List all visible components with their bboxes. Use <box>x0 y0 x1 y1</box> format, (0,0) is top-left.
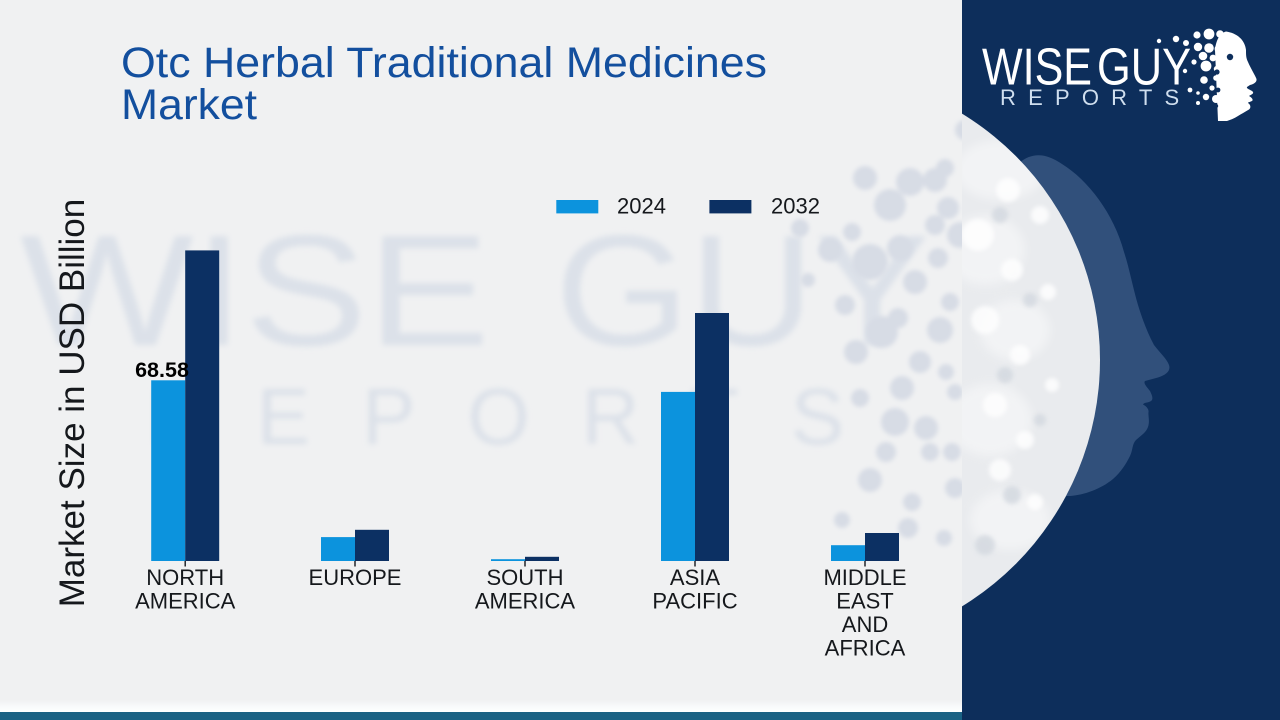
svg-text:WISE: WISE <box>982 39 1092 97</box>
svg-text:REPORTS: REPORTS <box>147 372 896 461</box>
svg-text:68.58: 68.58 <box>135 358 189 382</box>
svg-text:2032: 2032 <box>771 194 820 219</box>
svg-text:GUY: GUY <box>1097 39 1191 97</box>
svg-text:2024: 2024 <box>617 194 666 219</box>
svg-text:GUY: GUY <box>555 203 930 379</box>
svg-text:Market: Market <box>121 81 257 129</box>
svg-text:Market Size in USD Billion: Market Size in USD Billion <box>53 199 92 607</box>
svg-text:Otc Herbal Traditional Medicin: Otc Herbal Traditional Medicines <box>121 39 767 87</box>
svg-text:REPORTS: REPORTS <box>1000 85 1191 110</box>
svg-text:EUROPE: EUROPE <box>309 565 402 590</box>
svg-text:WISE: WISE <box>20 203 490 379</box>
